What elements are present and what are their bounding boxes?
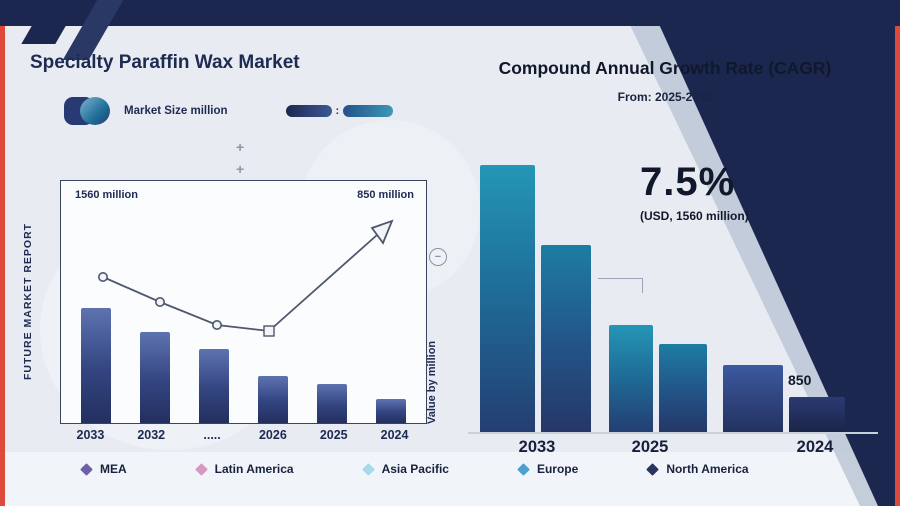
legend-item-europe: Europe bbox=[517, 462, 579, 476]
legend-label: North America bbox=[666, 462, 749, 476]
bar-2033-primary bbox=[480, 165, 535, 432]
bar-2025 bbox=[316, 384, 347, 423]
annotation-850: 850 bbox=[788, 372, 812, 388]
diamond-icon bbox=[517, 462, 530, 476]
bar-2025-primary bbox=[609, 325, 653, 432]
region-legend: MEA Latin America Asia Pacific Europe No… bbox=[80, 462, 749, 476]
right-axis-title: Value by million bbox=[426, 340, 438, 424]
market-size-label: Market Size million bbox=[124, 105, 228, 117]
bar-2032 bbox=[140, 332, 171, 423]
left-plot: 1560 million 850 million bbox=[60, 180, 427, 424]
plus-icon: + bbox=[236, 139, 245, 155]
legend-band bbox=[5, 452, 895, 506]
left-plot-end-value: 850 million bbox=[357, 189, 414, 201]
x-label-2033: 2033 bbox=[518, 438, 556, 456]
plus-icon: + bbox=[236, 161, 245, 177]
diamond-icon bbox=[80, 462, 93, 476]
legend-label: MEA bbox=[100, 462, 127, 476]
bar-2024 bbox=[375, 399, 406, 423]
left-plot-start-value: 1560 million bbox=[75, 189, 138, 201]
cagr-block: 7.5% (USD, 1560 million) bbox=[640, 160, 880, 223]
right-baseline bbox=[468, 432, 878, 434]
bar-ellipsis bbox=[199, 349, 230, 423]
x-label: 2024 bbox=[380, 428, 409, 442]
market-size-icon bbox=[64, 96, 114, 126]
bar-2024-primary bbox=[723, 365, 783, 432]
x-label-2025: 2025 bbox=[631, 438, 669, 456]
minus-glyph: − bbox=[434, 251, 442, 263]
bar-2033-secondary bbox=[541, 245, 591, 432]
bar-group-2025 bbox=[609, 325, 707, 432]
top-banner bbox=[0, 0, 900, 26]
legend-item-north-america: North America bbox=[646, 462, 749, 476]
bar-group-2033 bbox=[480, 165, 591, 432]
step-line-decoration bbox=[598, 278, 643, 293]
bar-2025-secondary bbox=[659, 344, 707, 432]
diamond-icon bbox=[646, 462, 660, 476]
right-accent-strip bbox=[895, 26, 900, 506]
market-size-legend: Market Size million : bbox=[64, 96, 394, 126]
x-label: 2026 bbox=[258, 428, 287, 442]
x-label: 2032 bbox=[137, 428, 166, 442]
circle-minus-icon: − bbox=[429, 248, 447, 266]
bar-group-2024 bbox=[723, 365, 845, 432]
left-x-axis: 2033 2032 ..... 2026 2025 2024 bbox=[60, 428, 425, 442]
pill-separator: : bbox=[335, 105, 340, 117]
plus-decoration-icon: + + bbox=[236, 136, 244, 180]
x-label: ..... bbox=[203, 428, 221, 442]
legend-label: Latin America bbox=[214, 462, 294, 476]
left-accent-strip bbox=[0, 26, 5, 506]
bar-2024-secondary bbox=[789, 397, 845, 432]
diamond-icon bbox=[361, 462, 375, 476]
bar-2026 bbox=[257, 376, 288, 423]
cagr-note: (USD, 1560 million) bbox=[640, 209, 749, 223]
x-label-2024: 2024 bbox=[796, 438, 834, 456]
cagr-value: 7.5% bbox=[640, 160, 736, 204]
legend-item-asia-pacific: Asia Pacific bbox=[361, 462, 449, 476]
right-bars bbox=[480, 165, 845, 432]
right-chart-title: Compound Annual Growth Rate (CAGR) bbox=[498, 58, 832, 78]
diamond-icon bbox=[194, 462, 208, 476]
legend-label: Europe bbox=[536, 462, 579, 476]
legend-item-latin-america: Latin America bbox=[194, 462, 294, 476]
bar-2033 bbox=[81, 308, 112, 423]
left-axis-title: FUTURE MARKET REPORT bbox=[22, 222, 34, 380]
left-bars bbox=[61, 308, 426, 423]
right-chart-subtitle: From: 2025-2033 bbox=[617, 90, 713, 104]
legend-label: Asia Pacific bbox=[381, 462, 449, 476]
left-chart-title: Specialty Paraffin Wax Market bbox=[30, 52, 300, 73]
legend-item-mea: MEA bbox=[80, 462, 127, 476]
ratio-pills-icon: : bbox=[285, 105, 394, 117]
x-label: 2025 bbox=[319, 428, 348, 442]
x-label: 2033 bbox=[76, 428, 105, 442]
